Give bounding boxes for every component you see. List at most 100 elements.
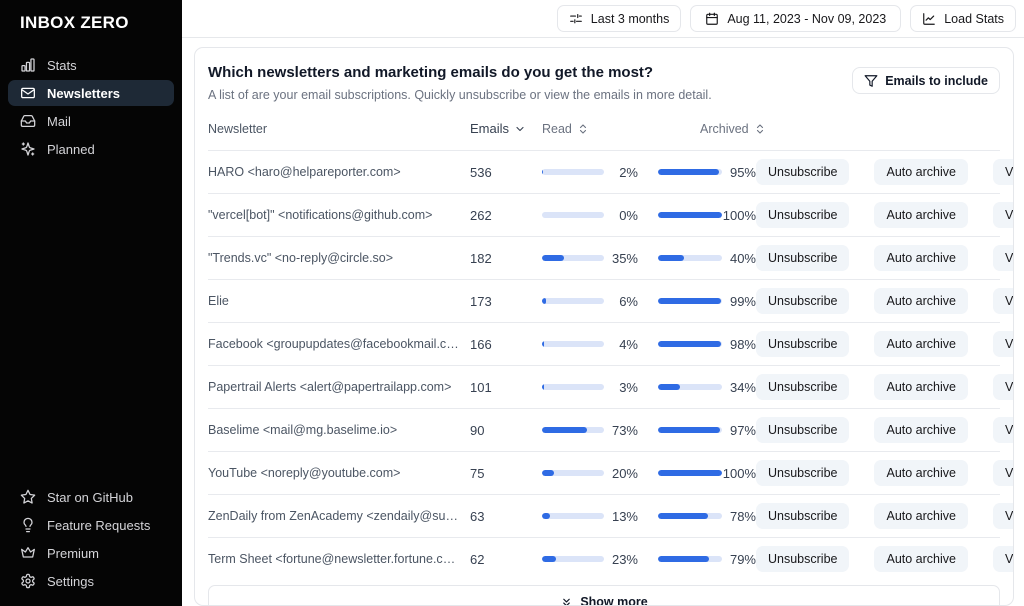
unsubscribe-button[interactable]: Unsubscribe — [756, 460, 850, 486]
view-button[interactable]: View — [992, 417, 1013, 443]
emails-count: 90 — [470, 422, 485, 438]
auto-archive-button[interactable]: Auto archive — [874, 288, 968, 314]
table-row: Elie 173 6% 99% Unsubscribe Auto archive… — [208, 279, 1013, 322]
newsletter-name: "Trends.vc" <no-reply@circle.so> — [208, 251, 394, 265]
topbar: Last 3 months Aug 11, 2023 - Nov 09, 202… — [182, 0, 1024, 38]
unsubscribe-button[interactable]: Unsubscribe — [756, 331, 850, 357]
archived-percentage: 95% — [729, 164, 756, 180]
view-button[interactable]: View — [992, 245, 1013, 271]
auto-archive-button[interactable]: Auto archive — [874, 245, 968, 271]
bar-chart-icon — [20, 57, 36, 73]
sidebar-item-label: Feature Requests — [47, 517, 151, 533]
column-header-read[interactable]: Read — [542, 122, 700, 136]
panel-title: Which newsletters and marketing emails d… — [208, 64, 654, 81]
show-more-button[interactable]: Show more — [208, 585, 1000, 606]
sidebar-item-label: Newsletters — [47, 85, 120, 101]
archived-progress-bar — [658, 384, 722, 390]
archived-progress-bar — [658, 513, 722, 519]
read-progress-fill — [542, 298, 546, 304]
chevrons-down-icon — [560, 596, 573, 605]
auto-archive-button[interactable]: Auto archive — [874, 159, 968, 185]
archived-percentage: 40% — [729, 250, 756, 266]
unsubscribe-button[interactable]: Unsubscribe — [756, 374, 850, 400]
column-header-archived[interactable]: Archived — [700, 122, 766, 136]
sidebar-item-settings[interactable]: Settings — [8, 568, 174, 594]
sidebar-item-newsletters[interactable]: Newsletters — [8, 80, 174, 106]
table-row: Term Sheet <fortune@newsletter.fortune.c… — [208, 537, 1013, 580]
column-header-emails[interactable]: Emails — [470, 121, 542, 136]
auto-archive-button[interactable]: Auto archive — [874, 503, 968, 529]
archived-progress-fill — [658, 513, 708, 519]
date-range-button[interactable]: Aug 11, 2023 - Nov 09, 2023 — [690, 5, 902, 32]
unsubscribe-button[interactable]: Unsubscribe — [756, 202, 850, 228]
table-header: Newsletter Emails Read Archived — [208, 120, 1000, 137]
emails-to-include-button[interactable]: Emails to include — [852, 67, 1000, 94]
newsletter-table-body: HARO <haro@helpareporter.com> 536 2% 95%… — [208, 150, 1013, 580]
read-progress-fill — [542, 513, 551, 519]
row-actions: Unsubscribe Auto archive View — [756, 546, 1013, 572]
sidebar-item-star-on-github[interactable]: Star on GitHub — [8, 484, 174, 510]
unsubscribe-button[interactable]: Unsubscribe — [756, 417, 850, 443]
read-progress-bar — [542, 255, 604, 261]
unsubscribe-button[interactable]: Unsubscribe — [756, 245, 850, 271]
newsletter-name: Term Sheet <fortune@newsletter.fortune.c… — [208, 552, 468, 566]
unsubscribe-button[interactable]: Unsubscribe — [756, 288, 850, 314]
unsubscribe-button[interactable]: Unsubscribe — [756, 159, 850, 185]
auto-archive-button[interactable]: Auto archive — [874, 202, 968, 228]
sidebar-item-stats[interactable]: Stats — [8, 52, 174, 78]
view-button[interactable]: View — [992, 546, 1013, 572]
newsletter-name: HARO <haro@helpareporter.com> — [208, 165, 401, 179]
show-more-label: Show more — [580, 595, 648, 606]
view-button[interactable]: View — [992, 503, 1013, 529]
newsletter-name: YouTube <noreply@youtube.com> — [208, 466, 401, 480]
chevron-down-icon — [514, 123, 526, 135]
read-progress-bar — [542, 298, 604, 304]
read-progress-fill — [542, 556, 557, 562]
view-button[interactable]: View — [992, 159, 1013, 185]
read-progress-bar — [542, 384, 604, 390]
row-actions: Unsubscribe Auto archive View — [756, 202, 1013, 228]
sidebar-item-mail[interactable]: Mail — [8, 108, 174, 134]
emails-count: 75 — [470, 465, 485, 481]
row-actions: Unsubscribe Auto archive View — [756, 245, 1013, 271]
auto-archive-button[interactable]: Auto archive — [874, 331, 968, 357]
newsletter-name: Baselime <mail@mg.baselime.io> — [208, 423, 398, 437]
unsubscribe-button[interactable]: Unsubscribe — [756, 546, 850, 572]
read-progress-bar — [542, 212, 604, 218]
table-row: Baselime <mail@mg.baselime.io> 90 73% 97… — [208, 408, 1013, 451]
sidebar-item-feature-requests[interactable]: Feature Requests — [8, 512, 174, 538]
column-label: Archived — [700, 121, 749, 136]
view-button[interactable]: View — [992, 331, 1013, 357]
auto-archive-button[interactable]: Auto archive — [874, 546, 968, 572]
crown-icon — [20, 545, 36, 561]
auto-archive-button[interactable]: Auto archive — [874, 374, 968, 400]
archived-percentage: 98% — [729, 336, 756, 352]
row-actions: Unsubscribe Auto archive View — [756, 374, 1013, 400]
auto-archive-button[interactable]: Auto archive — [874, 417, 968, 443]
read-percentage: 0% — [619, 207, 638, 223]
archived-progress-bar — [658, 169, 722, 175]
column-header-newsletter: Newsletter — [208, 122, 470, 136]
sidebar-item-premium[interactable]: Premium — [8, 540, 174, 566]
read-percentage: 73% — [611, 422, 638, 438]
unsubscribe-button[interactable]: Unsubscribe — [756, 503, 850, 529]
auto-archive-button[interactable]: Auto archive — [874, 460, 968, 486]
sidebar-item-label: Settings — [47, 573, 94, 589]
newsletter-name: "vercel[bot]" <notifications@github.com> — [208, 208, 433, 222]
read-progress-bar — [542, 427, 604, 433]
newsletter-name: Elie — [208, 294, 229, 308]
read-progress-bar — [542, 513, 604, 519]
load-stats-button[interactable]: Load Stats — [910, 5, 1016, 32]
view-button[interactable]: View — [992, 460, 1013, 486]
view-button[interactable]: View — [992, 202, 1013, 228]
row-actions: Unsubscribe Auto archive View — [756, 460, 1013, 486]
archived-progress-bar — [658, 556, 722, 562]
lightbulb-icon — [20, 517, 36, 533]
read-progress-bar — [542, 169, 604, 175]
view-button[interactable]: View — [992, 374, 1013, 400]
view-button[interactable]: View — [992, 288, 1013, 314]
sidebar-item-planned[interactable]: Planned — [8, 136, 174, 162]
column-label: Newsletter — [208, 121, 268, 136]
period-select-button[interactable]: Last 3 months — [556, 5, 682, 32]
read-progress-bar — [542, 341, 604, 347]
